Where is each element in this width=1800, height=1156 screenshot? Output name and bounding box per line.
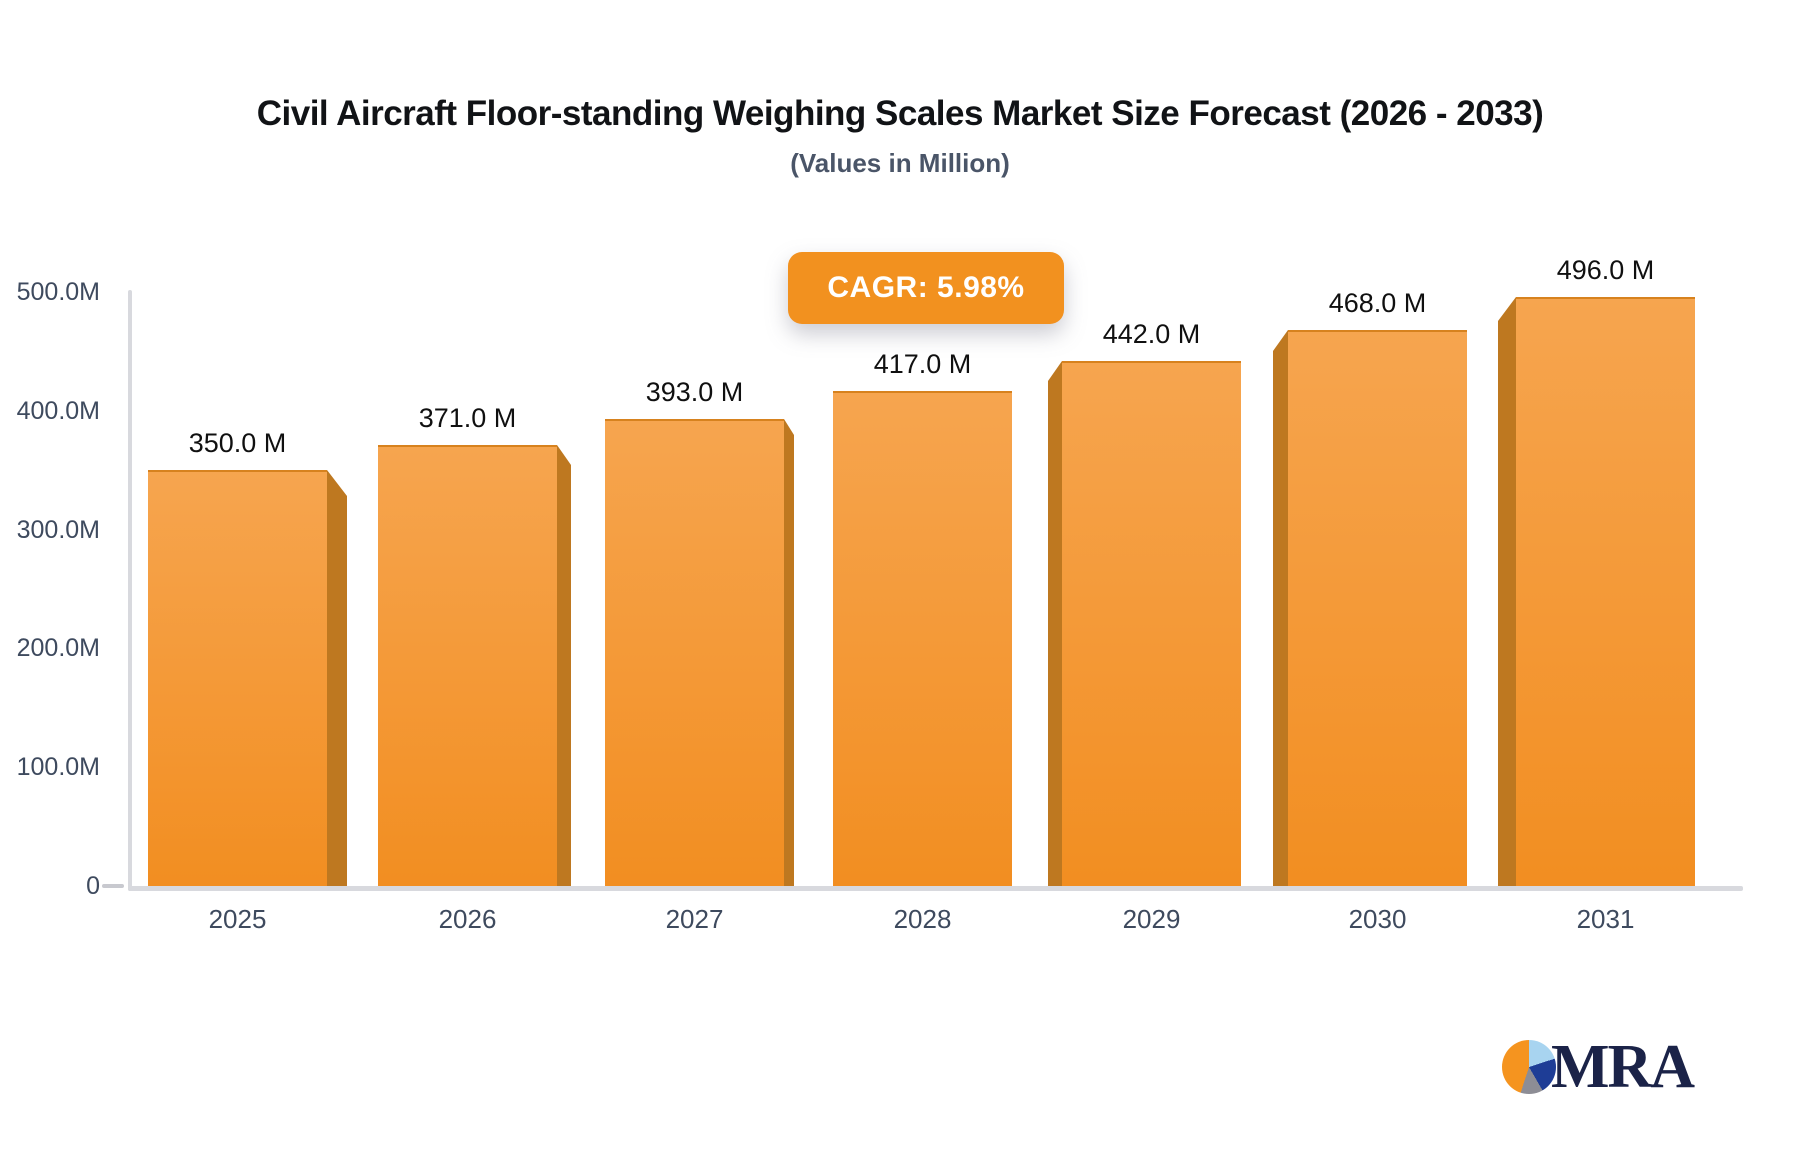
bar-value-label: 371.0 M xyxy=(418,403,517,433)
bar-side-2029 xyxy=(1048,361,1062,886)
bar-2027 xyxy=(605,419,784,886)
x-tick-label: 2030 xyxy=(1348,904,1407,934)
x-tick-label: 2025 xyxy=(208,904,267,934)
bar-2030 xyxy=(1288,330,1467,886)
y-axis-line xyxy=(128,290,132,891)
x-tick-label: 2029 xyxy=(1122,904,1181,934)
bar-side-2030 xyxy=(1273,330,1288,886)
bar-value-label: 350.0 M xyxy=(188,428,287,458)
zero-tick-mark xyxy=(102,884,124,888)
x-tick-label: 2026 xyxy=(438,904,497,934)
bar-side-2025 xyxy=(327,470,347,886)
y-tick-label: 0 xyxy=(86,872,100,900)
bar-side-2027 xyxy=(784,419,794,886)
bar-side-2026 xyxy=(557,445,571,886)
bar-value-label: 417.0 M xyxy=(873,349,972,379)
x-axis-line xyxy=(128,886,1743,891)
pie-chart-icon xyxy=(1502,1040,1556,1094)
bar-value-label: 442.0 M xyxy=(1102,319,1201,349)
x-tick-label: 2031 xyxy=(1576,904,1635,934)
bar-2031 xyxy=(1516,297,1695,886)
mra-logo: MRA xyxy=(1502,1033,1695,1101)
bar-value-label: 393.0 M xyxy=(645,377,744,407)
page-title: Civil Aircraft Floor-standing Weighing S… xyxy=(256,94,1544,133)
y-tick-label: 500.0M xyxy=(16,278,100,306)
page-subtitle: (Values in Million) xyxy=(790,148,1010,178)
y-tick-label: 200.0M xyxy=(16,634,100,663)
mra-logo-text: MRA xyxy=(1551,1033,1695,1101)
cagr-badge: CAGR: 5.98% xyxy=(788,252,1064,324)
y-tick-label: 400.0M xyxy=(16,396,100,425)
bar-side-2031 xyxy=(1498,297,1516,886)
bar-2025 xyxy=(148,470,327,886)
x-tick-label: 2027 xyxy=(665,904,724,934)
bar-2026 xyxy=(378,445,557,886)
bar-value-label: 496.0 M xyxy=(1556,255,1655,285)
bar-value-label: 468.0 M xyxy=(1328,288,1427,318)
cagr-label: CAGR: 5.98% xyxy=(827,271,1025,304)
y-tick-label: 300.0M xyxy=(16,515,100,544)
y-tick-label: 100.0M xyxy=(16,753,100,782)
x-tick-label: 2028 xyxy=(893,904,952,934)
bar-2028 xyxy=(833,391,1012,886)
bar-2029 xyxy=(1062,361,1241,886)
